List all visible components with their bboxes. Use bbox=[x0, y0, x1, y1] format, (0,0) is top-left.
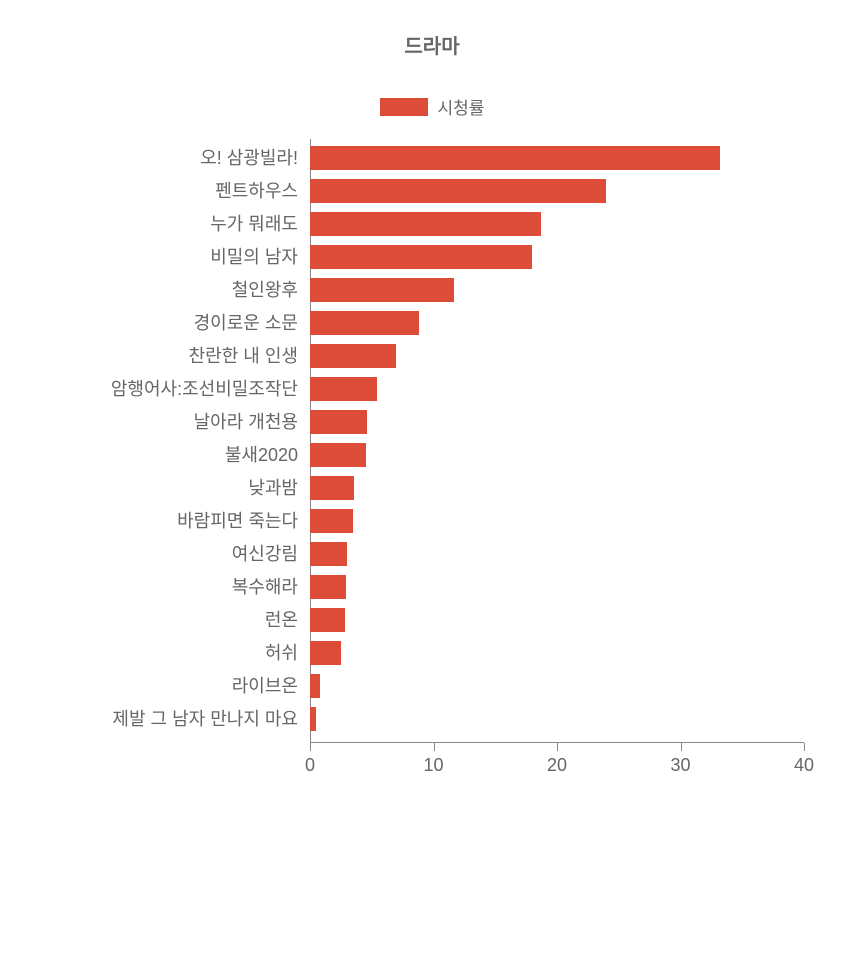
y-axis-label: 날아라 개천용 bbox=[194, 407, 310, 437]
bar bbox=[310, 377, 377, 401]
y-axis-label: 라이브온 bbox=[232, 671, 310, 701]
y-axis-label: 복수해라 bbox=[232, 572, 310, 602]
bar-row: 여신강림 bbox=[310, 539, 804, 569]
bar-row: 펜트하우스 bbox=[310, 176, 804, 206]
bar bbox=[310, 575, 346, 599]
bar-row: 라이브온 bbox=[310, 671, 804, 701]
bar bbox=[310, 311, 419, 335]
bar-row: 런온 bbox=[310, 605, 804, 635]
y-axis-label: 여신강림 bbox=[232, 539, 310, 569]
bar-row: 찬란한 내 인생 bbox=[310, 341, 804, 371]
bar-row: 복수해라 bbox=[310, 572, 804, 602]
y-axis-label: 경이로운 소문 bbox=[194, 308, 310, 338]
bar bbox=[310, 608, 345, 632]
bar bbox=[310, 443, 366, 467]
legend: 시청률 bbox=[0, 94, 864, 119]
bar-row: 오! 삼광빌라! bbox=[310, 143, 804, 173]
x-tick bbox=[681, 743, 682, 751]
y-axis-label: 오! 삼광빌라! bbox=[200, 143, 310, 173]
y-axis-label: 불새2020 bbox=[225, 440, 310, 470]
bar-row: 낮과밤 bbox=[310, 473, 804, 503]
bars-group: 오! 삼광빌라!펜트하우스누가 뭐래도비밀의 남자철인왕후경이로운 소문찬란한 … bbox=[310, 139, 804, 743]
y-axis-label: 누가 뭐래도 bbox=[210, 209, 310, 239]
legend-label: 시청률 bbox=[438, 94, 485, 119]
bar bbox=[310, 410, 367, 434]
bar bbox=[310, 542, 347, 566]
x-tick-label: 0 bbox=[305, 755, 315, 776]
bar-row: 누가 뭐래도 bbox=[310, 209, 804, 239]
y-axis-label: 허쉬 bbox=[265, 638, 310, 668]
x-tick bbox=[557, 743, 558, 751]
x-tick bbox=[804, 743, 805, 751]
legend-swatch bbox=[380, 98, 428, 116]
x-tick bbox=[310, 743, 311, 751]
bar-row: 날아라 개천용 bbox=[310, 407, 804, 437]
y-axis-label: 철인왕후 bbox=[232, 275, 310, 305]
y-axis-label: 바람피면 죽는다 bbox=[177, 506, 310, 536]
bar bbox=[310, 509, 353, 533]
bar-row: 제발 그 남자 만나지 마요 bbox=[310, 704, 804, 734]
bar-row: 암행어사:조선비밀조작단 bbox=[310, 374, 804, 404]
bar-row: 비밀의 남자 bbox=[310, 242, 804, 272]
y-axis-label: 낮과밤 bbox=[248, 473, 310, 503]
y-axis-label: 런온 bbox=[265, 605, 310, 635]
bar bbox=[310, 245, 532, 269]
bar-row: 바람피면 죽는다 bbox=[310, 506, 804, 536]
bar bbox=[310, 641, 341, 665]
plot-area: 오! 삼광빌라!펜트하우스누가 뭐래도비밀의 남자철인왕후경이로운 소문찬란한 … bbox=[310, 139, 804, 743]
x-tick bbox=[434, 743, 435, 751]
y-axis-label: 암행어사:조선비밀조작단 bbox=[111, 374, 310, 404]
chart-container: 드라마 시청률 오! 삼광빌라!펜트하우스누가 뭐래도비밀의 남자철인왕후경이로… bbox=[0, 0, 864, 960]
y-axis-label: 펜트하우스 bbox=[215, 176, 310, 206]
y-axis-label: 찬란한 내 인생 bbox=[189, 341, 310, 371]
bar-row: 경이로운 소문 bbox=[310, 308, 804, 338]
x-tick-label: 20 bbox=[547, 755, 567, 776]
bar-row: 불새2020 bbox=[310, 440, 804, 470]
bar bbox=[310, 674, 320, 698]
bar-row: 허쉬 bbox=[310, 638, 804, 668]
bar bbox=[310, 212, 541, 236]
bar bbox=[310, 344, 396, 368]
x-tick-label: 40 bbox=[794, 755, 814, 776]
x-tick-label: 30 bbox=[670, 755, 690, 776]
bar-row: 철인왕후 bbox=[310, 275, 804, 305]
bar bbox=[310, 146, 720, 170]
y-axis-label: 비밀의 남자 bbox=[210, 242, 310, 272]
y-axis-label: 제발 그 남자 만나지 마요 bbox=[112, 704, 310, 734]
bar bbox=[310, 707, 316, 731]
bar bbox=[310, 278, 454, 302]
bar bbox=[310, 179, 606, 203]
chart-title: 드라마 bbox=[0, 30, 864, 59]
x-tick-label: 10 bbox=[423, 755, 443, 776]
bar bbox=[310, 476, 354, 500]
